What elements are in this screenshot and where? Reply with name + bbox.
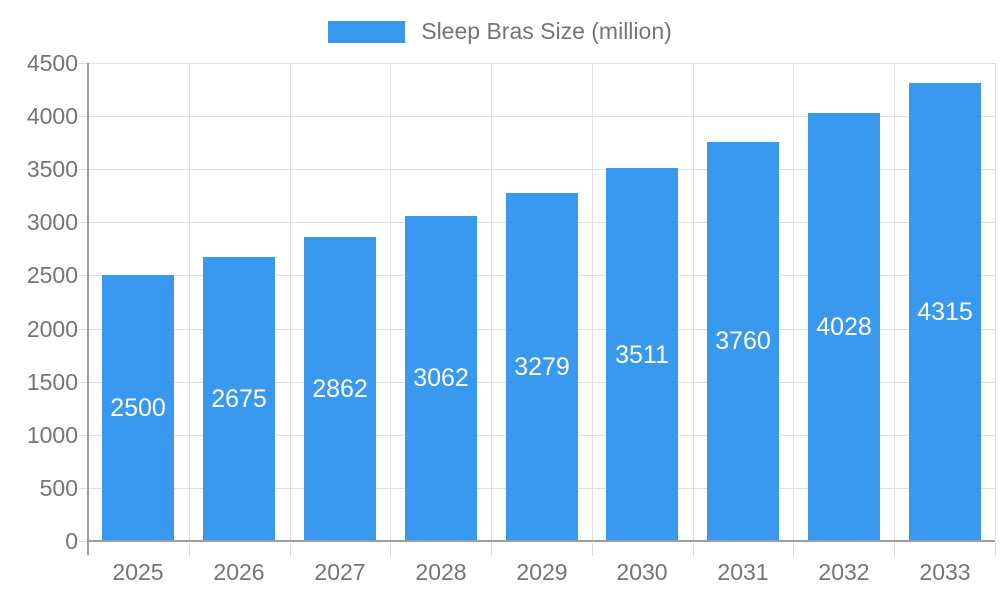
- legend-label: Sleep Bras Size (million): [421, 18, 672, 44]
- bar[interactable]: [506, 193, 578, 541]
- bar-value-label: 2862: [312, 375, 368, 403]
- x-axis-tick: [793, 543, 794, 556]
- y-axis-tick-label: 1500: [26, 369, 78, 395]
- bar[interactable]: [909, 83, 981, 541]
- x-gridline: [189, 63, 190, 541]
- x-axis-tick: [995, 543, 996, 556]
- y-axis-tick-label: 2000: [26, 316, 78, 342]
- y-axis-tick-label: 3500: [26, 156, 78, 182]
- y-axis-tick: [79, 169, 88, 170]
- bar-value-label: 3062: [413, 364, 469, 392]
- x-gridline: [693, 63, 694, 541]
- bar-value-label: 3760: [715, 327, 771, 355]
- x-axis-tick-label: 2026: [213, 559, 265, 585]
- y-axis-tick: [79, 329, 88, 330]
- x-axis-tick: [592, 543, 593, 556]
- bar-value-label: 2675: [211, 385, 267, 413]
- x-axis-tick: [491, 543, 492, 556]
- bar[interactable]: [405, 216, 477, 541]
- y-axis-tick-label: 3000: [26, 209, 78, 235]
- y-axis-tick-label: 0: [65, 528, 78, 554]
- y-axis-tick-label: 4000: [26, 103, 78, 129]
- x-axis-tick-label: 2032: [818, 559, 870, 585]
- y-gridline: [88, 169, 995, 170]
- y-gridline: [88, 63, 995, 64]
- x-gridline: [894, 63, 895, 541]
- x-axis-tick-label: 2030: [616, 559, 668, 585]
- y-axis-tick: [79, 382, 88, 383]
- bar-value-label: 3511: [615, 341, 669, 369]
- bar-value-label: 3279: [514, 353, 570, 381]
- x-gridline: [592, 63, 593, 541]
- bar[interactable]: [707, 142, 779, 541]
- y-axis-tick: [79, 63, 88, 64]
- x-gridline: [491, 63, 492, 541]
- y-gridline: [88, 116, 995, 117]
- x-axis-tick-label: 2033: [919, 559, 971, 585]
- x-axis-tick: [693, 543, 694, 556]
- x-axis-tick: [290, 543, 291, 556]
- bar-value-label: 4315: [917, 298, 973, 326]
- y-axis-tick-label: 500: [39, 475, 78, 501]
- y-axis-tick-label: 2500: [26, 262, 78, 288]
- y-axis-tick: [79, 488, 88, 489]
- bar[interactable]: [102, 275, 174, 541]
- x-gridline: [995, 63, 996, 541]
- x-gridline: [793, 63, 794, 541]
- x-gridline: [390, 63, 391, 541]
- bar[interactable]: [808, 113, 880, 541]
- x-axis-tick: [894, 543, 895, 556]
- x-axis-baseline: [88, 540, 995, 542]
- bar-value-label: 4028: [816, 313, 872, 341]
- y-axis-tick: [79, 435, 88, 436]
- y-axis-tick: [79, 275, 88, 276]
- x-axis-tick-label: 2029: [516, 559, 568, 585]
- x-axis-tick-label: 2031: [717, 559, 769, 585]
- y-axis-tick-label: 4500: [26, 50, 78, 76]
- x-axis-tick: [390, 543, 391, 556]
- y-axis-tick-label: 1000: [26, 422, 78, 448]
- x-gridline: [290, 63, 291, 541]
- bar[interactable]: [304, 237, 376, 541]
- x-axis-tick-label: 2025: [112, 559, 164, 585]
- bar[interactable]: [203, 257, 275, 541]
- bar[interactable]: [606, 168, 678, 541]
- y-axis-tick: [79, 116, 88, 117]
- y-axis-tick: [79, 541, 88, 542]
- x-axis-tick: [189, 543, 190, 556]
- chart-legend[interactable]: Sleep Bras Size (million): [0, 18, 1000, 45]
- x-axis-tick-label: 2027: [314, 559, 366, 585]
- legend-swatch-icon: [328, 20, 406, 43]
- y-axis-line: [87, 63, 89, 555]
- x-axis-tick-label: 2028: [415, 559, 467, 585]
- y-axis-tick: [79, 222, 88, 223]
- bar-value-label: 2500: [110, 394, 166, 422]
